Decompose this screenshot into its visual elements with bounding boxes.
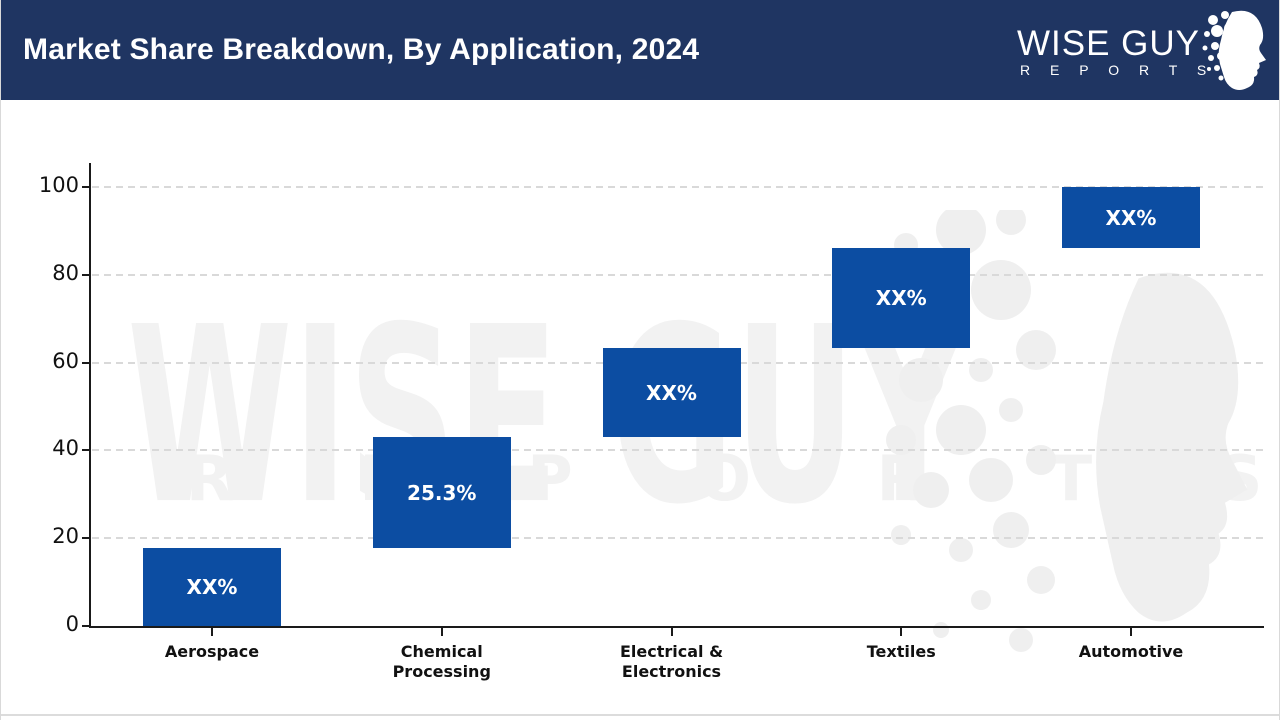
gridline-20 bbox=[92, 537, 1264, 540]
x-axis-tick-mark bbox=[211, 628, 213, 636]
x-axis-category-label: Textiles bbox=[866, 642, 936, 661]
y-axis-line bbox=[89, 163, 91, 628]
logo-subtitle: R E P O R T S bbox=[1020, 62, 1215, 78]
y-axis-tick-mark bbox=[82, 625, 91, 627]
y-axis-tick-label: 80 bbox=[52, 260, 79, 285]
bar-value-label: XX% bbox=[646, 380, 697, 405]
x-axis-tick-mark bbox=[1130, 628, 1132, 636]
bar-electrical-electronics: XX% bbox=[602, 348, 741, 438]
y-axis-tick-mark bbox=[82, 449, 91, 452]
y-axis-tick-label: 40 bbox=[52, 436, 79, 461]
y-axis-tick-label: 60 bbox=[52, 348, 79, 373]
gridline-40 bbox=[92, 449, 1264, 452]
y-axis-tick-label: 0 bbox=[65, 612, 79, 636]
wiseguy-logo: WISE GUY R E P O R T S bbox=[1017, 0, 1267, 100]
y-axis-tick-mark bbox=[82, 273, 91, 276]
bar-value-label: XX% bbox=[1105, 205, 1157, 230]
chart-area: WISE GUY R E P O R T S 0 20 40 60 80 100 XX% Ae… bbox=[1, 100, 1280, 720]
bar-value-label: 25.3% bbox=[407, 480, 477, 505]
watermark-head-icon bbox=[851, 210, 1248, 652]
x-axis-tick-mark bbox=[900, 628, 903, 636]
x-axis-line bbox=[89, 626, 1264, 628]
bottom-divider bbox=[1, 714, 1279, 716]
bar-value-label: XX% bbox=[186, 575, 238, 600]
y-axis-tick-label: 20 bbox=[52, 524, 79, 549]
watermark-wordmark: WISE GUY bbox=[127, 276, 965, 559]
logo-wordmark: WISE GUY bbox=[1017, 24, 1201, 63]
y-axis-tick-mark bbox=[82, 537, 91, 540]
bar-automotive: XX% bbox=[1062, 187, 1200, 249]
x-axis-category-label: Chemical Processing bbox=[392, 642, 491, 681]
bar-textiles: XX% bbox=[832, 248, 971, 349]
bar-aerospace: XX% bbox=[143, 548, 281, 626]
y-axis-tick-mark bbox=[82, 186, 91, 188]
wiseguy-head-icon bbox=[1202, 10, 1266, 90]
y-axis-tick-mark bbox=[82, 361, 91, 364]
chart-title: Market Share Breakdown, By Application, … bbox=[23, 33, 700, 66]
x-axis-category-label: Aerospace bbox=[164, 642, 260, 661]
y-axis-tick-label: 100 bbox=[38, 173, 79, 197]
x-axis-tick-mark bbox=[440, 628, 443, 636]
header-banner: Market Share Breakdown, By Application, … bbox=[1, 0, 1279, 100]
x-axis-category-label: Electrical & Electronics bbox=[619, 642, 724, 681]
gridline-80 bbox=[92, 273, 1264, 276]
watermark-subtitle: R E P O R T S bbox=[186, 442, 1280, 515]
bar-value-label: XX% bbox=[875, 286, 927, 311]
plot-region: 0 20 40 60 80 100 XX% Aerospace 25.3% Chemical Pr… bbox=[1, 100, 1279, 720]
x-axis-category-label: Automotive bbox=[1078, 642, 1184, 661]
gridline-100 bbox=[92, 186, 1264, 188]
x-axis-tick-mark bbox=[670, 628, 673, 636]
bar-chemical-processing: 25.3% bbox=[372, 437, 511, 549]
